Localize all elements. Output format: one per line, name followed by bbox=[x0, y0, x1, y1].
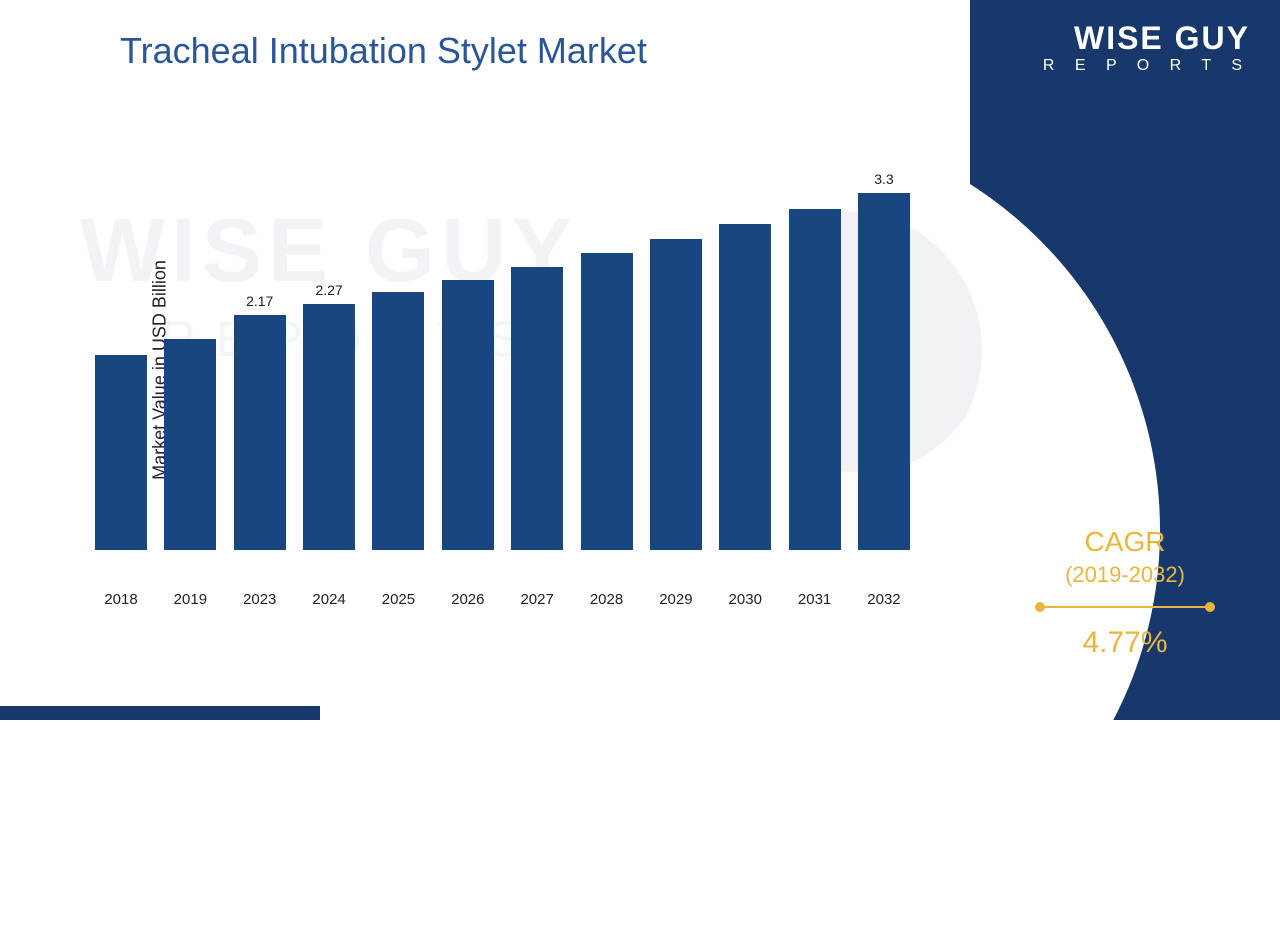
x-tick-label: 2025 bbox=[372, 591, 424, 608]
x-tick-label: 2027 bbox=[511, 591, 563, 608]
x-tick-label: 2028 bbox=[581, 591, 633, 608]
cagr-divider bbox=[1040, 606, 1210, 608]
chart-area: Market Value in USD Billion 2.172.273.3 … bbox=[60, 160, 910, 580]
bar bbox=[511, 267, 563, 550]
bar-wrap: 2.17 bbox=[234, 315, 286, 550]
bar bbox=[581, 253, 633, 550]
x-tick-label: 2030 bbox=[719, 591, 771, 608]
bar-wrap bbox=[789, 209, 841, 550]
bar-value-label: 2.17 bbox=[246, 293, 273, 309]
bar-wrap bbox=[442, 280, 494, 550]
bar bbox=[234, 315, 286, 550]
x-tick-label: 2026 bbox=[442, 591, 494, 608]
bar-wrap bbox=[650, 239, 702, 550]
chart-title: Tracheal Intubation Stylet Market bbox=[120, 30, 647, 72]
x-tick-label: 2019 bbox=[164, 591, 216, 608]
logo: WISE GUY R E P O R T S bbox=[1043, 20, 1250, 75]
bar-value-label: 2.27 bbox=[315, 282, 342, 298]
plot: 2.17 2.27 3.3 bbox=[95, 160, 910, 550]
cagr-box: CAGR (2019-2032) 4.77% bbox=[1010, 526, 1240, 660]
bars-container: 2.17 2.27 3.3 bbox=[95, 160, 910, 550]
bar bbox=[372, 292, 424, 550]
x-tick-label: 2024 bbox=[303, 591, 355, 608]
bar-wrap: 2.27 bbox=[303, 304, 355, 550]
cagr-value: 4.77% bbox=[1010, 626, 1240, 660]
bar bbox=[95, 355, 147, 550]
bar bbox=[650, 239, 702, 550]
x-tick-label: 2029 bbox=[650, 591, 702, 608]
bar-wrap bbox=[581, 253, 633, 550]
logo-main: WISE GUY bbox=[1043, 20, 1250, 57]
x-tick-label: 2031 bbox=[789, 591, 841, 608]
x-tick-label: 2032 bbox=[858, 591, 910, 608]
bar-wrap bbox=[95, 355, 147, 550]
bar bbox=[442, 280, 494, 550]
cagr-label: CAGR bbox=[1010, 526, 1240, 558]
bar bbox=[789, 209, 841, 550]
bar bbox=[164, 339, 216, 550]
bottom-strip bbox=[0, 706, 320, 720]
bar-wrap bbox=[511, 267, 563, 550]
bar-wrap bbox=[164, 339, 216, 550]
x-tick-label: 2018 bbox=[95, 591, 147, 608]
bar-wrap bbox=[719, 224, 771, 550]
x-labels-container: 2018 2019 2023 2024 2025 2026 2027 2028 2029 2030… bbox=[95, 591, 910, 608]
bar bbox=[719, 224, 771, 550]
logo-sub: R E P O R T S bbox=[1043, 57, 1250, 75]
bar bbox=[858, 193, 910, 551]
bar-value-label: 3.3 bbox=[874, 171, 893, 187]
cagr-period: (2019-2032) bbox=[1010, 562, 1240, 588]
bar bbox=[303, 304, 355, 550]
x-tick-label: 2023 bbox=[234, 591, 286, 608]
bar-wrap bbox=[372, 292, 424, 550]
bar-wrap: 3.3 bbox=[858, 193, 910, 551]
